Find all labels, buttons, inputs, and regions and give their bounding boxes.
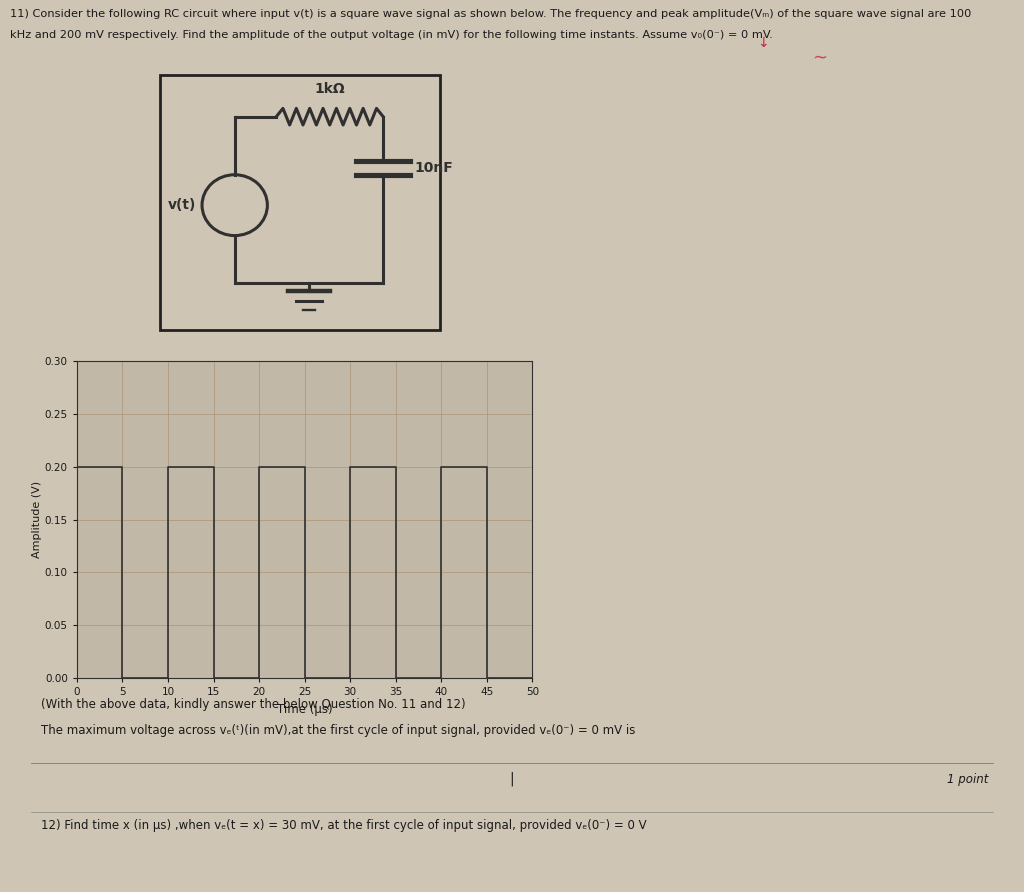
Y-axis label: Amplitude (V): Amplitude (V) [32, 481, 42, 558]
Text: 10nF: 10nF [415, 161, 453, 175]
Text: ∼: ∼ [812, 49, 826, 67]
Text: 1kΩ: 1kΩ [314, 82, 345, 96]
Text: 1 point: 1 point [947, 773, 988, 787]
Text: |: | [510, 772, 514, 786]
Text: 11) Consider the following RC circuit where input v(t) is a square wave signal a: 11) Consider the following RC circuit wh… [10, 9, 972, 19]
Text: kHz and 200 mV respectively. Find the amplitude of the output voltage (in mV) fo: kHz and 200 mV respectively. Find the am… [10, 30, 773, 40]
X-axis label: Time (μs): Time (μs) [276, 703, 333, 715]
Text: 12) Find time x (in μs) ,when vₑ(t = x) = 30 mV, at the first cycle of input sig: 12) Find time x (in μs) ,when vₑ(t = x) … [41, 819, 646, 832]
Text: (With the above data, kindly answer the below Question No. 11 and 12): (With the above data, kindly answer the … [41, 698, 466, 711]
Text: ↓: ↓ [757, 36, 769, 50]
Text: v(t): v(t) [168, 198, 196, 212]
Text: The maximum voltage across vₑ(ᵗ)(in mV),at the first cycle of input signal, prov: The maximum voltage across vₑ(ᵗ)(in mV),… [41, 724, 635, 738]
